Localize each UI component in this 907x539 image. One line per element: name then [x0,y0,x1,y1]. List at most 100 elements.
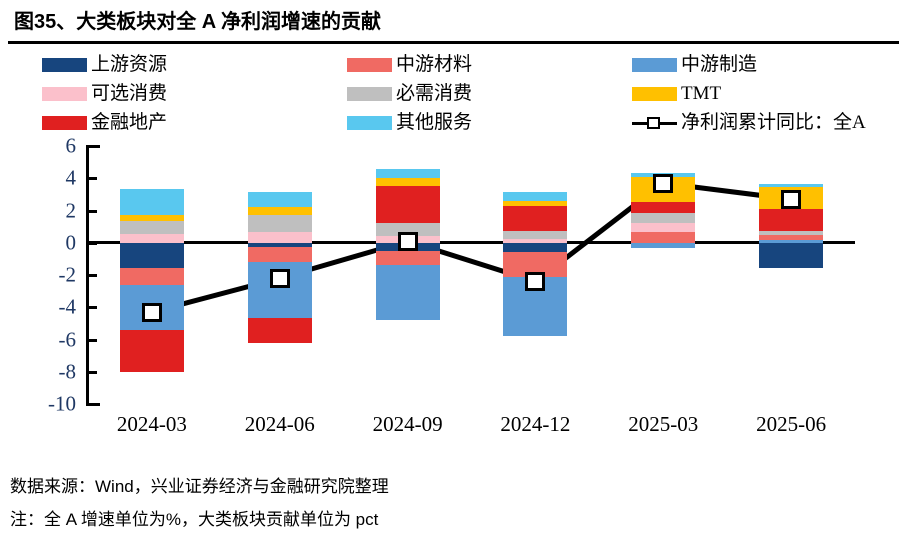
legend-swatch-finance-realestate [42,115,87,130]
line-data-point-marker [269,268,290,288]
bar-segment [247,317,312,343]
bar-segment [375,242,440,251]
legend-swatch-discretionary-consumption [42,86,87,101]
bar-segment [247,242,312,247]
bar-segment [503,238,568,243]
bar-segment [375,168,440,179]
legend-item-tmt: TMT [632,79,866,108]
bar-segment [119,267,184,285]
line-data-point-marker [781,189,802,209]
x-axis-tick-label: 2024-12 [500,412,571,436]
legend-label-midstream-materials: 中游材料 [396,54,473,75]
y-axis-tick-label: -2 [58,262,77,287]
bar-segment [503,276,568,337]
legend-label-midstream-manufacturing: 中游制造 [681,54,758,75]
legend-column-1: 上游资源 可选消费 金融地产 [42,50,167,137]
legend-swatch-midstream-manufacturing [632,57,677,72]
y-axis-tick [86,145,100,148]
bar-segment [119,220,184,234]
legend-swatch-tmt [632,86,677,101]
bar-segment [247,232,312,243]
y-axis-tick [86,306,97,310]
legend-item-net-profit-yoy-line: 净利润累计同比：全A [632,108,866,137]
legend-label-discretionary-consumption: 可选消费 [91,83,168,104]
line-data-point-marker [141,302,162,322]
legend-swatch-upstream-resources [42,57,87,72]
chart-legend: 上游资源 可选消费 金融地产 中游材料 必需消费 其他服务 [42,50,902,140]
bar-segment [759,235,824,241]
y-axis-tick-label: 2 [65,198,77,222]
line-data-point-marker [525,271,546,291]
x-axis-tick-label: 2025-03 [628,412,699,436]
bar-segment [119,329,184,372]
legend-item-finance-realestate: 金融地产 [42,108,167,137]
x-axis-tick-label: 2024-09 [372,412,443,436]
bar-segment [247,246,312,263]
y-axis-tick [86,209,97,213]
line-marker-icon [632,116,677,130]
bar-segment [631,242,696,248]
y-axis-tick [86,177,97,181]
bar-segment [759,208,824,231]
bar-segment [759,187,824,209]
y-axis-tick [86,403,100,406]
bar-segment [631,212,696,223]
bar-segment [631,232,696,243]
bar-segment [503,230,568,239]
legend-item-staples-consumption: 必需消费 [347,79,472,108]
bar-segment [119,214,184,221]
bar-segment [631,222,696,233]
legend-column-3: 中游制造 TMT 净利润累计同比：全A [632,50,866,137]
line-data-point-marker [653,173,674,193]
bar-segment [247,214,312,233]
bar-segment [759,240,824,243]
unit-note: 注：全 A 增速单位为%，大类板块贡献单位为 pct [10,510,379,529]
bar-segment [503,242,568,253]
bar-segment [119,233,184,243]
bar-segment [503,191,568,201]
y-axis-tick-label: 4 [65,165,77,190]
y-axis-tick-label: 0 [65,230,77,255]
legend-item-midstream-materials: 中游材料 [347,50,472,79]
bar-segment [375,222,440,237]
source-note: 数据来源：Wind，兴业证券经济与金融研究院整理 [10,477,389,496]
y-axis-tick-label: -8 [58,359,77,384]
bar-segment [247,207,312,215]
line-data-point-marker [397,231,418,251]
legend-label-finance-realestate: 金融地产 [91,112,168,133]
y-axis-tick-label: -6 [58,327,77,351]
legend-item-discretionary-consumption: 可选消费 [42,79,167,108]
bar-segment [119,188,184,215]
y-axis-line [86,145,89,404]
y-axis-tick [86,274,97,277]
y-axis-tick-label: -4 [58,294,77,319]
legend-swatch-other-services [347,115,392,130]
legend-label-upstream-resources: 上游资源 [91,54,168,75]
bar-segment [375,186,440,223]
x-axis-tick-label: 2024-06 [244,412,315,436]
bar-segment [247,262,312,318]
legend-label-other-services: 其他服务 [396,112,473,133]
legend-item-upstream-resources: 上游资源 [42,50,167,79]
bar-segment [759,230,824,236]
y-axis-tick [86,338,97,342]
x-axis-tick-label: 2025-06 [756,412,827,436]
bar-segment [759,183,824,188]
legend-item-midstream-manufacturing: 中游制造 [632,50,866,79]
y-axis-tick [86,241,97,245]
y-axis-tick-label: -10 [48,391,76,416]
legend-swatch-midstream-materials [347,57,392,72]
line-series-path [151,180,792,315]
zero-baseline [86,241,855,244]
bar-segment [375,265,440,321]
bar-segment [375,178,440,187]
bar-segment [119,242,184,268]
bar-segment [503,252,568,277]
x-axis-tick-label: 2024-03 [116,412,187,436]
bar-segment [631,201,696,213]
bar-segment [631,173,696,178]
bar-segment [375,250,440,266]
bar-segment [631,177,696,202]
bar-segment [503,205,568,231]
